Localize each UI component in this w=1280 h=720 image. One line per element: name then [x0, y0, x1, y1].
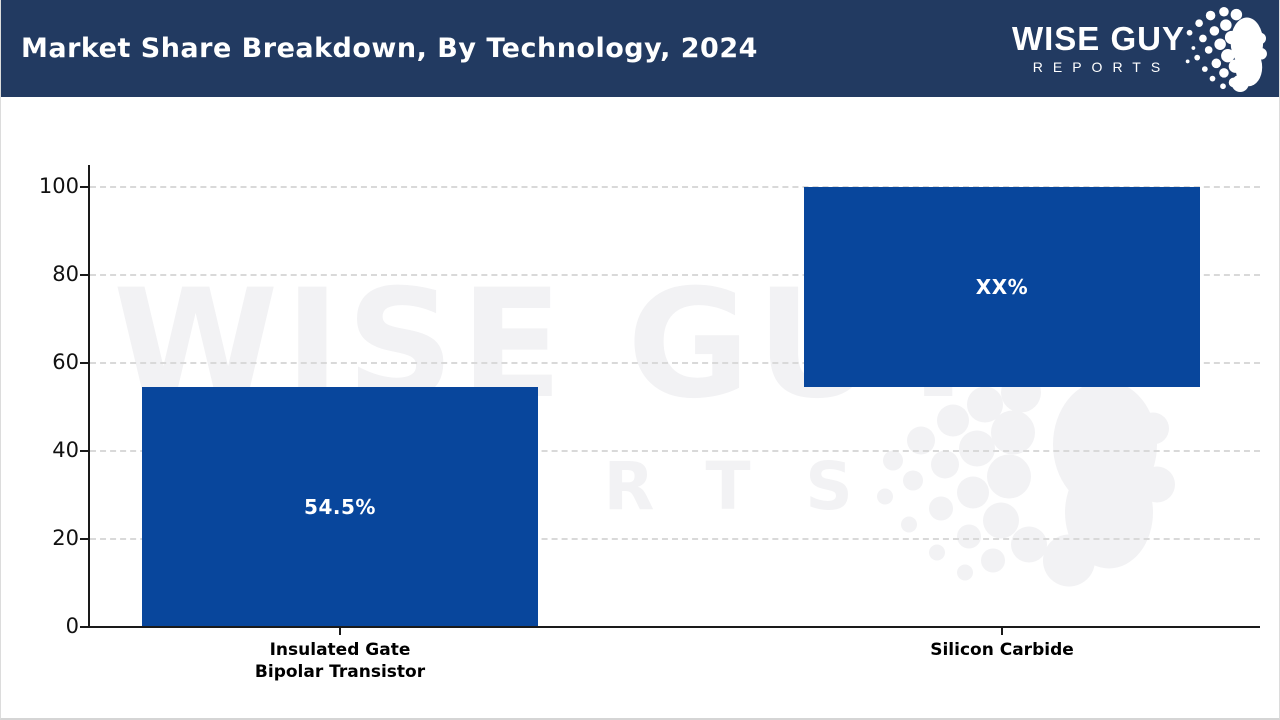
- x-category-label-igbt: Insulated Gate Bipolar Transistor: [254, 640, 426, 682]
- y-tick-label: 20: [52, 526, 79, 550]
- logo-subtitle: REPORTS: [1032, 59, 1171, 75]
- watermark-letter-t: T: [705, 448, 751, 525]
- gridline: [90, 186, 1260, 188]
- y-tick-mark: [80, 538, 88, 540]
- y-axis-line: [88, 165, 90, 628]
- y-tick-mark: [80, 362, 88, 364]
- watermark-dotted-head-icon: [877, 372, 1175, 587]
- logo-text: WISE GUY REPORTS: [1011, 20, 1185, 76]
- x-tick-mark: [1001, 628, 1003, 635]
- x-tick-mark: [339, 628, 341, 635]
- y-tick-mark: [80, 450, 88, 452]
- x-axis-line: [88, 626, 1260, 628]
- gridline: [90, 274, 1260, 276]
- y-tick-label: 40: [52, 438, 79, 462]
- gridline: [90, 538, 1260, 540]
- y-tick-mark: [80, 186, 88, 188]
- wise-guy-reports-logo: WISE GUY REPORTS: [1012, 6, 1267, 92]
- gridline: [90, 450, 1260, 452]
- y-tick-label: 80: [52, 262, 79, 286]
- bar-silicon-carbide: XX%: [804, 187, 1200, 388]
- header-bar: Market Share Breakdown, By Technology, 2…: [1, 0, 1279, 97]
- y-tick-label: 60: [52, 350, 79, 374]
- page-title: Market Share Breakdown, By Technology, 2…: [21, 33, 758, 64]
- x-category-label-silicon-carbide: Silicon Carbide: [930, 640, 1074, 660]
- gridline: [90, 362, 1260, 364]
- y-tick-label: 100: [38, 174, 79, 198]
- logo-name: WISE GUY: [1011, 20, 1185, 57]
- watermark-letter-r: R: [603, 448, 655, 525]
- y-tick-mark: [80, 274, 88, 276]
- watermark-letter-s: S: [805, 448, 853, 525]
- dotted-head-icon: [1185, 6, 1267, 92]
- bar-insulated-gate-bipolar-transistor: 54.5%: [142, 387, 538, 627]
- y-tick-label: 0: [65, 614, 79, 638]
- bar-value-label: 54.5%: [304, 495, 376, 520]
- y-tick-mark: [80, 626, 88, 628]
- bar-value-label: XX%: [975, 275, 1029, 300]
